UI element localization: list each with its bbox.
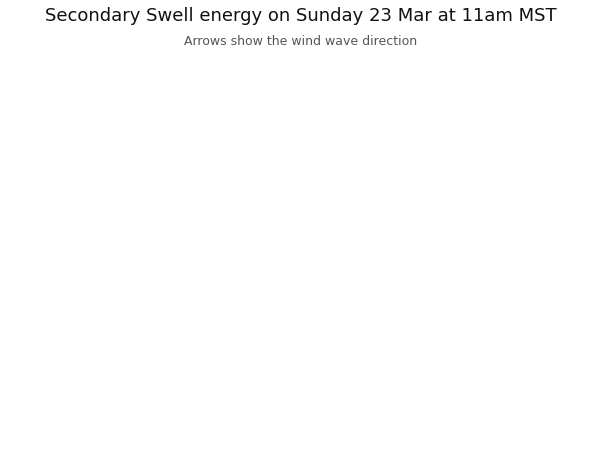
Text: Arrows show the wind wave direction: Arrows show the wind wave direction: [184, 35, 417, 48]
Text: Secondary Swell energy on Sunday 23 Mar at 11am MST: Secondary Swell energy on Sunday 23 Mar …: [44, 7, 557, 25]
Text: cartopy required: cartopy required: [243, 251, 358, 265]
